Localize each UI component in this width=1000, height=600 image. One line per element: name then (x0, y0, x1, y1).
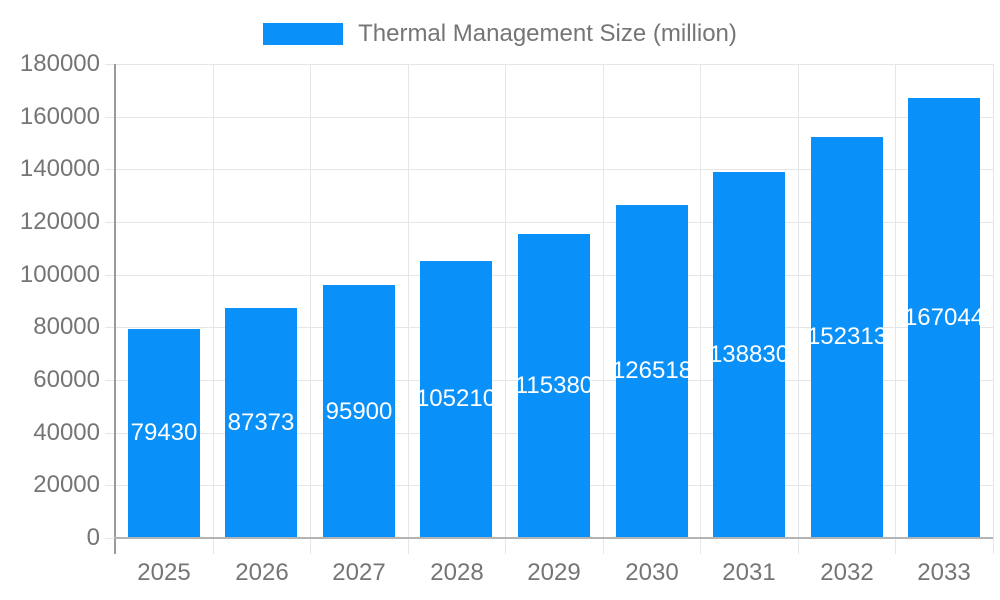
y-gridline (105, 222, 993, 223)
bar[interactable] (128, 329, 200, 537)
bar[interactable] (908, 98, 980, 537)
y-gridline (105, 169, 993, 170)
y-tick-label: 180000 (19, 50, 100, 77)
x-tick-label: 2032 (820, 559, 874, 586)
bar[interactable] (323, 285, 395, 537)
x-tick-label: 2030 (625, 559, 679, 586)
y-gridline (105, 117, 993, 118)
category-gridline (993, 64, 994, 554)
category-gridline (408, 64, 409, 554)
legend[interactable]: Thermal Management Size (million) (0, 20, 1000, 48)
legend-label: Thermal Management Size (million) (358, 20, 737, 47)
category-gridline (700, 64, 701, 554)
bar[interactable] (225, 308, 297, 537)
y-tick-label: 80000 (33, 313, 100, 340)
y-tick (105, 538, 115, 539)
x-tick-label: 2026 (235, 559, 289, 586)
y-tick-label: 20000 (33, 471, 100, 498)
y-tick-label: 160000 (19, 103, 100, 130)
x-tick-label: 2025 (137, 559, 191, 586)
category-gridline (505, 64, 506, 554)
category-gridline (895, 64, 896, 554)
bar[interactable] (420, 261, 492, 537)
category-gridline (213, 64, 214, 554)
category-gridline (798, 64, 799, 554)
y-tick-label: 140000 (19, 155, 100, 182)
bar[interactable] (518, 234, 590, 537)
bar[interactable] (713, 172, 785, 537)
y-tick-label: 100000 (19, 261, 100, 288)
y-axis-line (114, 64, 116, 554)
legend-swatch (263, 23, 344, 45)
y-tick-label: 40000 (33, 419, 100, 446)
bar[interactable] (811, 137, 883, 537)
x-tick-label: 2027 (332, 559, 386, 586)
x-tick-label: 2033 (917, 559, 971, 586)
x-tick-label: 2029 (527, 559, 581, 586)
bar[interactable] (616, 205, 688, 537)
category-gridline (603, 64, 604, 554)
x-tick-label: 2031 (722, 559, 776, 586)
y-tick-label: 60000 (33, 366, 100, 393)
y-gridline (105, 64, 993, 65)
y-tick-label: 120000 (19, 208, 100, 235)
x-tick-label: 2028 (430, 559, 484, 586)
y-tick-label: 0 (86, 524, 100, 551)
category-gridline (310, 64, 311, 554)
x-axis-line (114, 537, 993, 539)
